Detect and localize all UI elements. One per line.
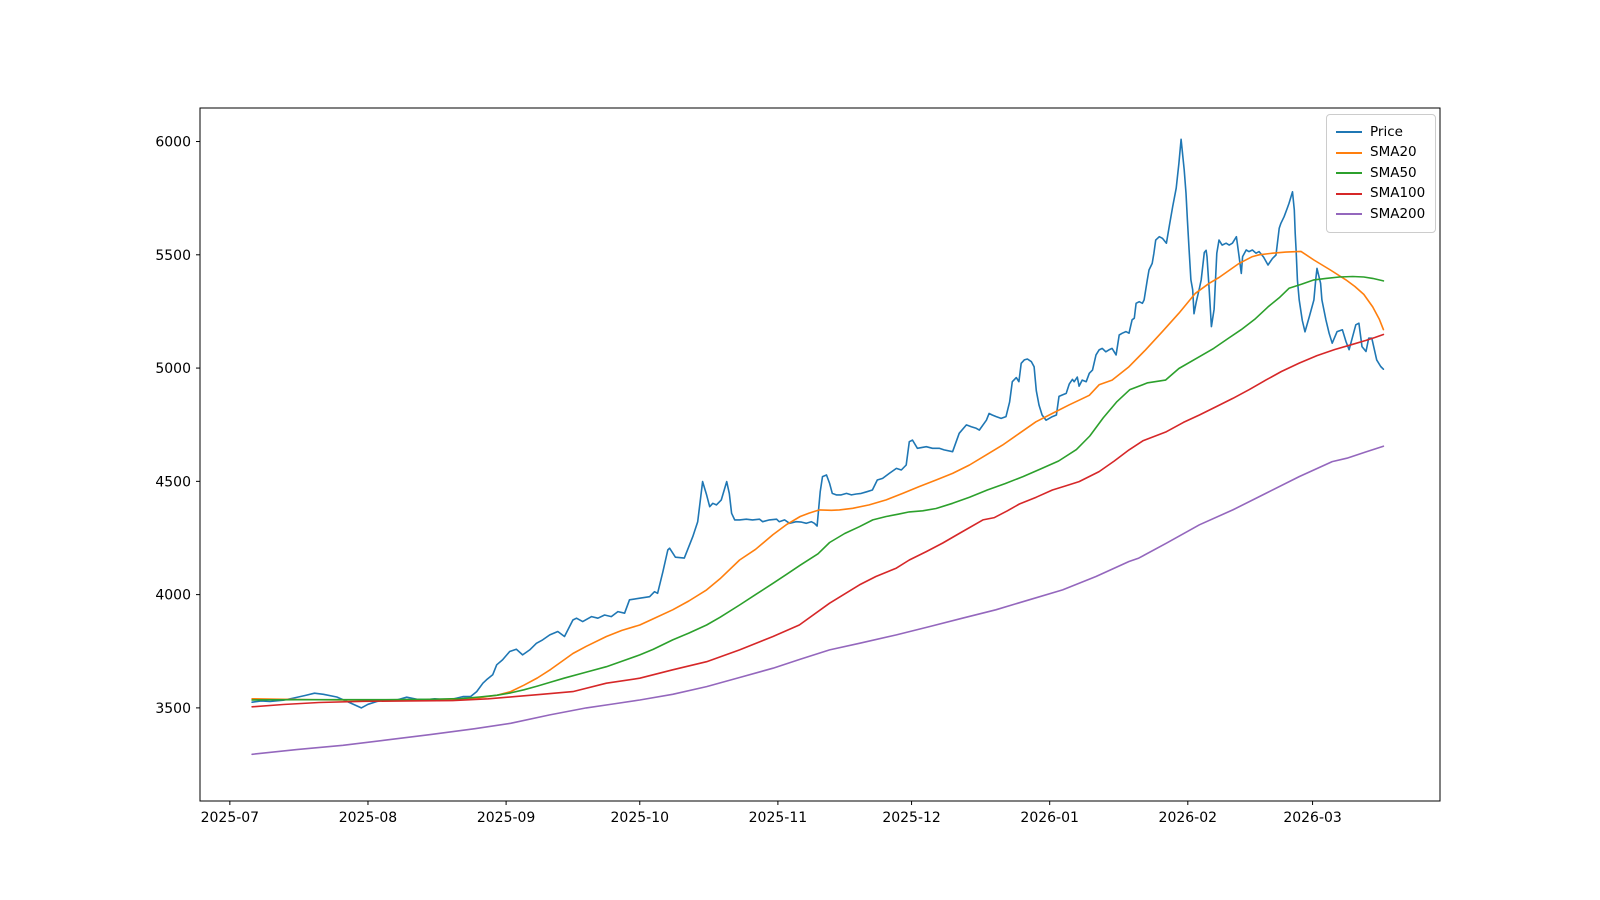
legend-line-sample [1336,192,1362,195]
legend-entry-sma200: SMA200 [1336,204,1425,225]
legend-entry-sma50: SMA50 [1336,163,1425,184]
y-tick-label: 5500 [155,248,191,264]
y-tick-label: 5000 [155,361,191,377]
legend: Price SMA20 SMA50 SMA100 SMA200 [1326,114,1437,233]
legend-entry-price: Price [1336,122,1425,143]
legend-label: SMA100 [1370,185,1426,201]
legend-label: SMA20 [1370,144,1417,160]
series-line-sma200 [251,445,1385,756]
series-line-sma100 [251,333,1385,708]
legend-entry-sma20: SMA20 [1336,143,1425,164]
x-tick-label: 2025-11 [749,810,808,826]
x-tick-label: 2025-12 [882,810,941,826]
y-tick-label: 6000 [155,135,191,151]
x-tick-label: 2025-10 [611,810,670,826]
axes-frame [199,107,1441,802]
legend-line-sample [1336,131,1362,134]
x-tick-label: 2026-03 [1283,810,1342,826]
legend-line-sample [1336,172,1362,175]
series-line-sma50 [251,275,1385,701]
legend-label: SMA200 [1370,205,1426,222]
legend-label: Price [1370,123,1403,140]
legend-line-sample [1336,151,1362,154]
x-tick-label: 2026-01 [1020,810,1079,826]
series-line-price [251,138,1385,709]
legend-label: SMA50 [1370,164,1417,181]
x-tick-label: 2025-08 [339,810,398,826]
series-line-sma20 [251,250,1385,702]
legend-line-sample [1336,213,1362,216]
y-tick-label: 3500 [155,701,191,717]
x-tick-label: 2026-02 [1159,810,1218,826]
x-tick-label: 2025-09 [477,810,536,826]
x-tick-label: 2025-07 [201,810,260,826]
legend-entry-sma100: SMA100 [1336,184,1425,205]
y-tick-label: 4500 [155,474,191,490]
y-tick-label: 4000 [155,588,191,604]
